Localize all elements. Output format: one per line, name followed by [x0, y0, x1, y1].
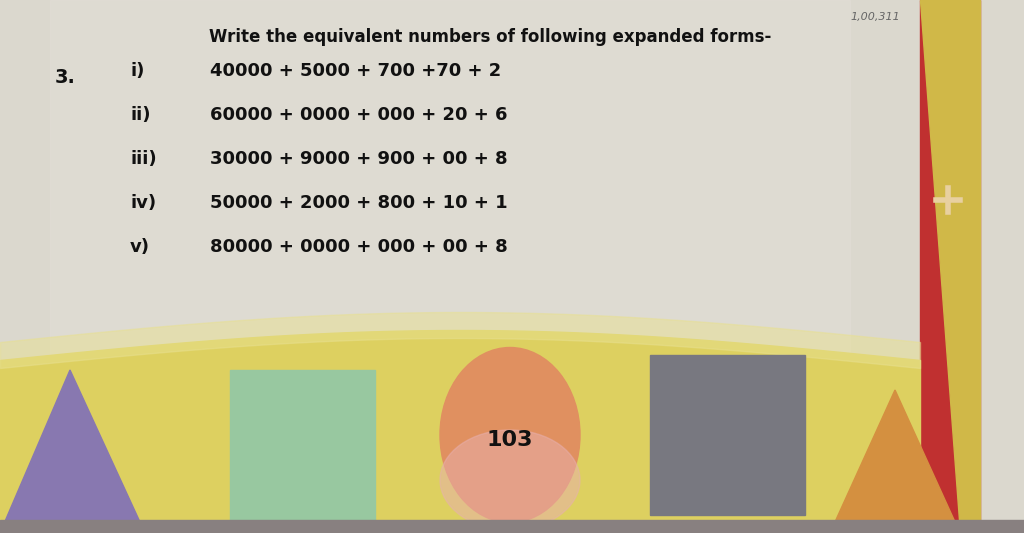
- Text: iii): iii): [130, 150, 157, 168]
- Polygon shape: [830, 390, 961, 533]
- Bar: [50, 0, 850, 480]
- Bar: [230, 370, 375, 533]
- Text: 30000 + 9000 + 900 + 00 + 8: 30000 + 9000 + 900 + 00 + 8: [210, 150, 508, 168]
- Text: 1,00,311: 1,00,311: [850, 12, 900, 22]
- Text: i): i): [130, 62, 144, 80]
- Text: v): v): [130, 238, 150, 256]
- Text: Write the equivalent numbers of following expanded forms-: Write the equivalent numbers of followin…: [209, 28, 771, 46]
- Text: 80000 + 0000 + 000 + 00 + 8: 80000 + 0000 + 000 + 00 + 8: [210, 238, 508, 256]
- Text: 3.: 3.: [55, 68, 76, 87]
- Bar: [920, 0, 980, 533]
- Text: 40000 + 5000 + 700 +70 + 2: 40000 + 5000 + 700 +70 + 2: [210, 62, 502, 80]
- Text: 50000 + 2000 + 800 + 10 + 1: 50000 + 2000 + 800 + 10 + 1: [210, 194, 508, 212]
- Bar: [650, 355, 805, 515]
- Bar: [0, 0, 920, 533]
- Text: ii): ii): [130, 106, 151, 124]
- Bar: [0, 520, 1024, 533]
- Polygon shape: [0, 370, 145, 533]
- Ellipse shape: [440, 430, 580, 530]
- Text: iv): iv): [130, 194, 156, 212]
- Text: 60000 + 0000 + 000 + 20 + 6: 60000 + 0000 + 000 + 20 + 6: [210, 106, 508, 124]
- Polygon shape: [920, 0, 980, 533]
- Text: 103: 103: [486, 430, 534, 450]
- Ellipse shape: [440, 348, 580, 522]
